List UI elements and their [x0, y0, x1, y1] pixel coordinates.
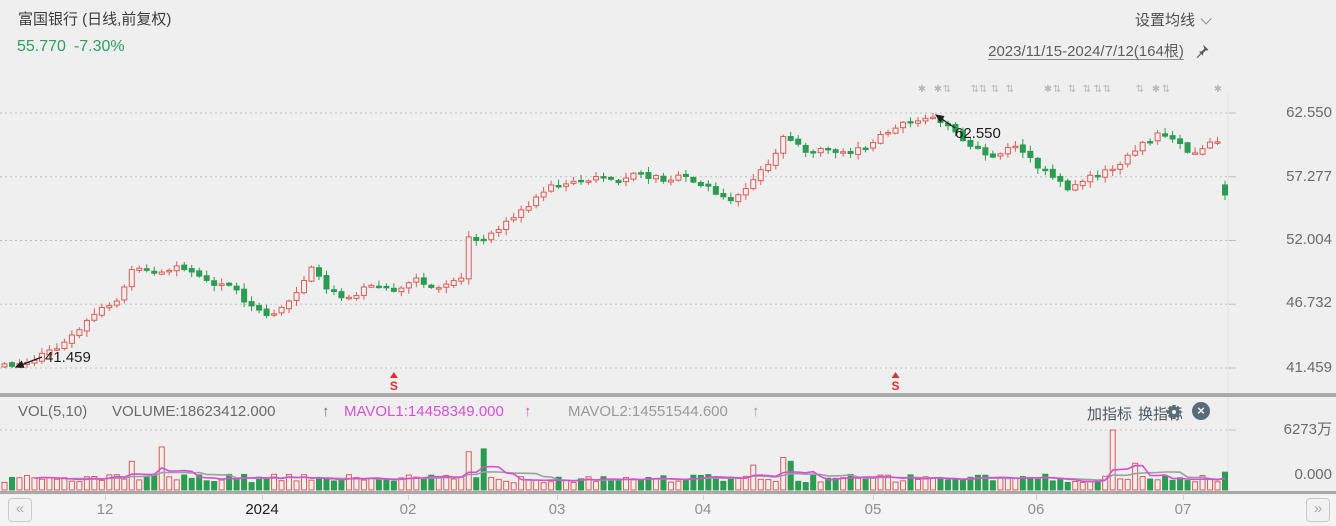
svg-text:✱: ✱	[918, 84, 926, 95]
time-label: 12	[96, 501, 114, 518]
price-tick-label: 41.459	[1286, 359, 1332, 376]
vol-params-label: VOL(5,10)	[18, 403, 88, 420]
svg-text:S: S	[892, 379, 900, 393]
last-price: 55.770	[17, 38, 66, 55]
price-tick-label: 62.550	[1286, 104, 1332, 121]
svg-text:⇅: ⇅	[1094, 84, 1102, 95]
axis-divider	[0, 491, 1336, 494]
svg-text:✱: ✱	[1214, 84, 1222, 95]
svg-text:⇅: ⇅	[943, 84, 951, 95]
time-label: 03	[548, 501, 566, 518]
svg-text:⇅: ⇅	[1103, 84, 1111, 95]
svg-text:⇅: ⇅	[1083, 84, 1091, 95]
time-label: 06	[1027, 501, 1045, 518]
svg-text:✱: ✱	[934, 84, 942, 95]
svg-text:⇅: ⇅	[1006, 84, 1014, 95]
time-label: 02	[399, 501, 417, 518]
svg-text:62.550: 62.550	[955, 125, 1001, 142]
volume-header: VOL(5,10) VOLUME:18623412.000 ↑ MAVOL1:1…	[0, 399, 1336, 427]
pin-icon[interactable]	[1194, 43, 1210, 63]
price-tick-label: 46.732	[1286, 294, 1332, 311]
pane-splitter[interactable]	[0, 393, 1336, 397]
mavol2-value-label: MAVOL2:14551544.600	[568, 403, 728, 420]
time-label-year: 2024	[245, 501, 279, 518]
price-tick-label: 52.004	[1286, 231, 1332, 248]
price-tick-label: 57.277	[1286, 168, 1332, 185]
time-label: 04	[694, 501, 712, 518]
last-price-row: 55.770 -7.30%	[17, 38, 133, 56]
scroll-left-button[interactable]: «	[8, 498, 32, 522]
svg-text:⇅: ⇅	[1068, 84, 1076, 95]
time-axis: 12 2024 02 03 04 05 06 07 « »	[0, 495, 1336, 526]
svg-text:⇅: ⇅	[979, 84, 987, 95]
svg-text:⇅: ⇅	[971, 84, 979, 95]
svg-text:41.459: 41.459	[45, 349, 91, 366]
change-percent: -7.30%	[73, 38, 125, 55]
volume-axis-max-label: 6273万	[1283, 421, 1332, 438]
svg-text:⇅: ⇅	[1136, 84, 1144, 95]
close-indicator-icon[interactable]: ×	[1192, 402, 1212, 422]
svg-text:⇅: ⇅	[991, 84, 999, 95]
date-range-row: 2023/11/15-2024/7/12(164根)	[988, 40, 1210, 63]
ma-settings-button[interactable]: 设置均线	[1134, 9, 1212, 30]
svg-text:⇅: ⇅	[1162, 84, 1170, 95]
mavol1-up-arrow-icon: ↑	[524, 403, 532, 420]
svg-text:✱: ✱	[1152, 84, 1160, 95]
scroll-right-button[interactable]: »	[1306, 498, 1330, 522]
svg-text:⇅: ⇅	[1053, 84, 1061, 95]
ma-settings-label: 设置均线	[1134, 12, 1195, 29]
svg-text:S: S	[390, 379, 398, 393]
svg-text:✱: ✱	[1044, 84, 1052, 95]
date-range-link[interactable]: 2023/11/15-2024/7/12(164根)	[988, 43, 1184, 60]
volume-value-label: VOLUME:18623412.000	[112, 403, 276, 420]
volume-up-arrow-icon: ↑	[322, 403, 330, 420]
add-indicator-button[interactable]: 加指标	[1087, 406, 1133, 423]
mavol2-up-arrow-icon: ↑	[752, 403, 760, 420]
time-label: 05	[864, 501, 882, 518]
page-title: 富国银行 (日线,前复权)	[18, 11, 172, 28]
mavol1-value-label: MAVOL1:14458349.000	[344, 403, 504, 420]
time-label: 07	[1174, 501, 1192, 518]
gear-icon[interactable]	[1164, 402, 1184, 422]
volume-axis-zero-label: 0.000	[1294, 466, 1332, 483]
